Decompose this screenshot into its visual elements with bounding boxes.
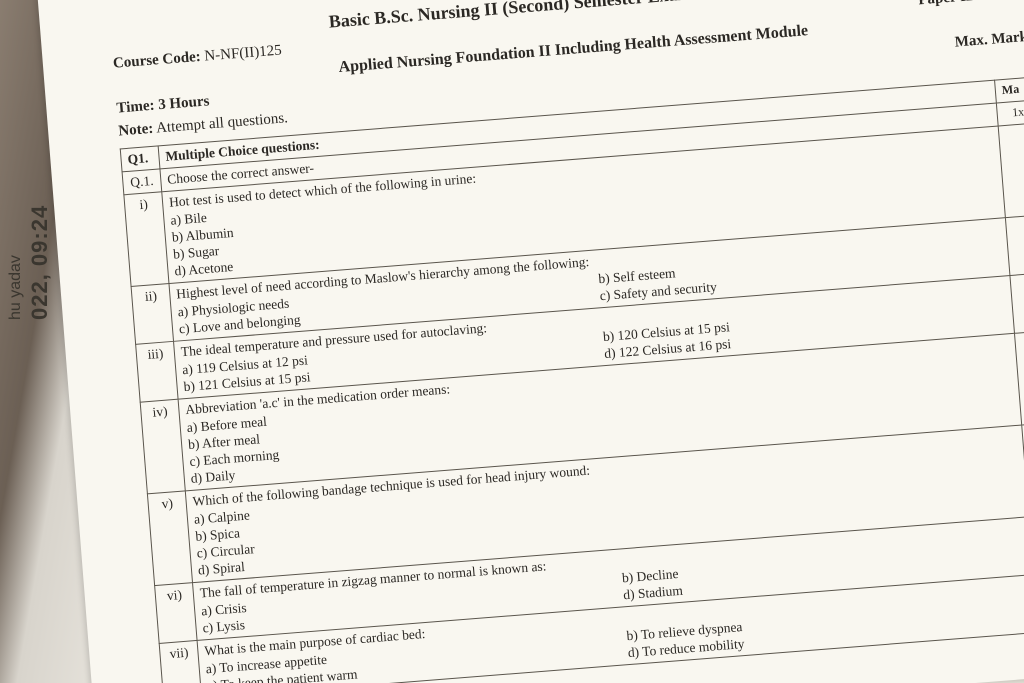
time-allowed: Time: 3 Hours [116, 93, 210, 117]
sub-question-no: vi) [155, 583, 197, 644]
instruction-marks: 1x [996, 100, 1024, 126]
overlay-name: hu yadav [6, 120, 25, 320]
q-number-header: Q1. [120, 146, 160, 172]
marks-column-header: Ma [995, 77, 1024, 103]
max-marks: Max. Marks [954, 28, 1024, 51]
phone-status-overlay: hu yadav 022, 09:24 [6, 120, 54, 320]
exam-paper: ~~~ Basic B.Sc. Nursing II (Second) Seme… [37, 0, 1024, 683]
instruction-no: Q.1. [122, 169, 162, 195]
sub-question-no: iii) [136, 341, 178, 402]
question-table: Q1. Multiple Choice questions: Ma Q.1. C… [120, 76, 1024, 683]
sub-question-no: vii) [159, 640, 201, 683]
sub-question-no: ii) [131, 284, 173, 345]
